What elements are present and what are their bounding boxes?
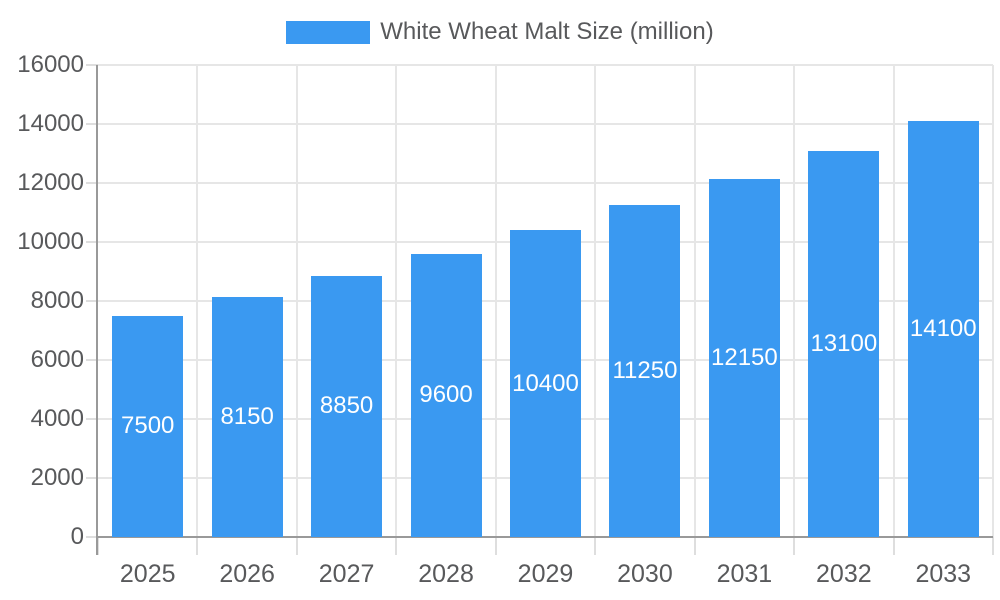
v-gridline xyxy=(395,65,398,537)
x-axis-tick xyxy=(892,537,895,555)
bar[interactable] xyxy=(907,121,979,537)
x-tick-label: 2031 xyxy=(716,560,773,588)
bar-value-label: 8850 xyxy=(319,392,374,420)
y-tick-label: 6000 xyxy=(30,346,84,373)
legend-swatch xyxy=(286,20,371,44)
y-tick-label: 10000 xyxy=(17,228,84,255)
v-gridline xyxy=(594,65,597,537)
y-axis-tick xyxy=(86,182,98,184)
x-axis-tick xyxy=(97,537,99,555)
v-gridline xyxy=(892,65,895,537)
x-axis-tick xyxy=(395,537,398,555)
bar[interactable] xyxy=(510,230,581,537)
h-gridline xyxy=(98,182,993,184)
x-axis-tick xyxy=(196,537,199,555)
v-gridline xyxy=(793,65,796,537)
bar-value-label: 8150 xyxy=(220,402,274,430)
x-tick-label: 2030 xyxy=(617,560,673,588)
y-tick-label: 14000 xyxy=(17,110,84,137)
y-tick-label: 12000 xyxy=(17,169,84,196)
x-axis-line xyxy=(96,536,993,538)
v-gridline xyxy=(295,65,298,537)
x-axis-tick xyxy=(494,537,497,555)
bar-value-label: 13100 xyxy=(810,329,878,357)
y-tick-label: 0 xyxy=(70,523,84,550)
bar[interactable] xyxy=(112,315,184,537)
legend[interactable]: White Wheat Malt Size (million) xyxy=(0,18,1000,46)
bar-value-label: 11250 xyxy=(612,357,678,385)
y-tick-label: 16000 xyxy=(17,51,84,78)
bar-value-label: 7500 xyxy=(121,412,175,440)
bar[interactable] xyxy=(311,275,383,537)
v-gridline xyxy=(992,65,994,537)
y-axis-tick xyxy=(86,477,98,479)
y-axis-tick xyxy=(86,123,98,125)
bar-value-label: 12150 xyxy=(711,343,778,371)
bar-value-label: 10400 xyxy=(512,369,579,397)
legend-label: White Wheat Malt Size (million) xyxy=(380,18,714,45)
y-axis-tick xyxy=(86,241,98,243)
x-axis-tick xyxy=(793,537,796,555)
x-axis-tick xyxy=(992,537,994,555)
bar[interactable] xyxy=(609,205,681,537)
x-axis-tick xyxy=(594,537,597,555)
y-axis-tick xyxy=(86,359,98,361)
h-gridline xyxy=(98,123,993,125)
bar[interactable] xyxy=(410,253,482,537)
y-axis-tick xyxy=(86,300,98,302)
x-axis-tick xyxy=(295,537,298,555)
bar[interactable] xyxy=(708,178,780,537)
x-tick-label: 2029 xyxy=(517,560,574,588)
v-gridline xyxy=(196,65,199,537)
x-tick-label: 2025 xyxy=(119,560,176,588)
x-tick-label: 2032 xyxy=(816,560,872,588)
x-tick-label: 2028 xyxy=(418,560,474,588)
bar-value-label: 9600 xyxy=(419,381,473,409)
y-axis-tick xyxy=(86,64,98,66)
x-axis-tick xyxy=(693,537,696,555)
bar-value-label: 14100 xyxy=(909,315,977,343)
y-axis-tick xyxy=(86,418,98,420)
x-tick-label: 2027 xyxy=(318,560,375,588)
y-axis-line xyxy=(96,65,98,555)
y-tick-label: 8000 xyxy=(30,287,84,314)
bar[interactable] xyxy=(211,296,283,537)
y-tick-label: 4000 xyxy=(30,405,84,432)
bar[interactable] xyxy=(808,150,880,537)
v-gridline xyxy=(494,65,497,537)
y-axis-tick xyxy=(86,536,98,538)
y-tick-label: 2000 xyxy=(30,464,84,491)
x-tick-label: 2033 xyxy=(915,560,972,588)
x-tick-label: 2026 xyxy=(219,560,275,588)
v-gridline xyxy=(693,65,696,537)
h-gridline xyxy=(98,64,993,66)
